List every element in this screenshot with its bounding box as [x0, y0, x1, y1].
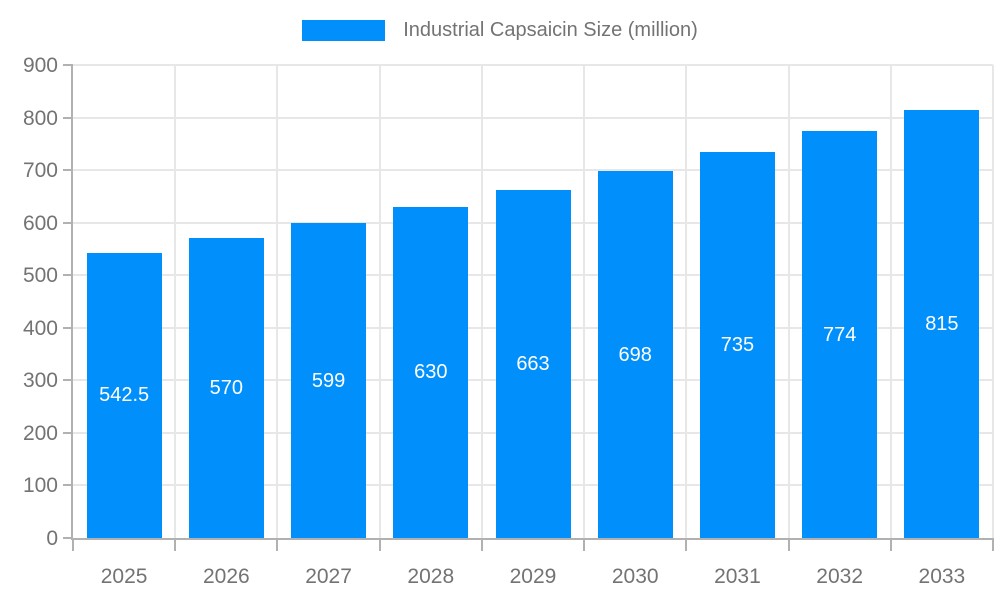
x-axis-tick — [480, 538, 483, 551]
x-axis-tick-label: 2027 — [305, 565, 352, 588]
y-axis-tick — [63, 169, 73, 172]
y-axis-tick-label: 400 — [22, 316, 58, 340]
bar-2032[interactable]: 774 — [802, 131, 878, 538]
gridline-vertical — [174, 65, 177, 538]
y-axis-tick — [63, 326, 73, 329]
y-axis-tick-label: 600 — [22, 211, 58, 235]
legend-label: Industrial Capsaicin Size (million) — [403, 19, 698, 41]
gridline-vertical — [378, 65, 381, 538]
gridline-horizontal — [73, 169, 993, 172]
x-axis-tick-label: 2029 — [509, 565, 557, 588]
y-axis-tick — [63, 537, 73, 539]
x-axis-tick-label: 2031 — [714, 565, 761, 588]
bar-value-label: 698 — [618, 343, 652, 366]
y-axis-tick — [63, 64, 73, 66]
bar-value-label: 735 — [720, 333, 755, 356]
bar-value-label: 570 — [209, 377, 244, 400]
bar-value-label: 599 — [311, 369, 346, 392]
bar-2031[interactable]: 735 — [699, 151, 775, 538]
bar-value-label: 663 — [516, 352, 550, 375]
bar-2026[interactable]: 570 — [188, 238, 264, 538]
y-axis-tick — [63, 116, 73, 119]
y-axis-tick — [63, 431, 73, 434]
y-axis-tick-label: 700 — [22, 159, 58, 183]
gridline-vertical — [276, 65, 279, 538]
y-axis-tick-label: 300 — [22, 369, 58, 393]
x-axis-tick-label: 2028 — [407, 565, 455, 588]
y-axis-tick-label: 100 — [22, 474, 58, 498]
bar-2033[interactable]: 815 — [904, 109, 980, 538]
legend[interactable]: Industrial Capsaicin Size (million) — [0, 18, 1000, 42]
x-axis-tick — [174, 538, 177, 551]
x-axis-tick — [889, 538, 892, 551]
y-axis-tick — [63, 379, 73, 382]
x-axis-tick-label: 2033 — [918, 565, 966, 588]
bar-value-label: 630 — [414, 361, 448, 384]
x-axis-tick — [72, 538, 74, 551]
y-axis-tick-label: 500 — [22, 264, 58, 288]
bar-value-label: 542.5 — [99, 384, 150, 407]
x-axis-tick — [685, 538, 688, 551]
x-axis-tick-label: 2026 — [202, 565, 250, 588]
y-axis-line — [71, 65, 73, 538]
gridline-vertical — [480, 65, 483, 538]
bar-2025[interactable]: 542.5 — [86, 252, 162, 538]
x-axis-line — [71, 538, 993, 540]
x-axis-tick-label: 2032 — [816, 565, 864, 588]
y-axis-tick-label: 0 — [46, 527, 58, 550]
bar-2028[interactable]: 630 — [393, 206, 469, 538]
x-axis-tick — [992, 538, 994, 551]
gridline-vertical — [583, 65, 586, 538]
x-axis-tick — [583, 538, 586, 551]
y-axis-tick-label: 800 — [22, 106, 58, 130]
x-axis-tick-label: 2025 — [100, 565, 148, 588]
gridline-vertical — [889, 65, 892, 538]
bar-2029[interactable]: 663 — [495, 189, 571, 538]
gridline-vertical — [992, 65, 994, 538]
bar-value-label: 815 — [925, 312, 959, 335]
y-axis-tick-label: 200 — [22, 421, 58, 445]
x-axis-tick-label: 2030 — [611, 565, 659, 588]
gridline-horizontal — [73, 64, 993, 66]
bar-value-label: 774 — [822, 323, 857, 346]
gridline-vertical — [685, 65, 688, 538]
x-axis-tick — [787, 538, 790, 551]
bar-2027[interactable]: 599 — [291, 223, 367, 538]
gridline-vertical — [787, 65, 790, 538]
gridline-horizontal — [73, 116, 993, 119]
bar-2030[interactable]: 698 — [597, 171, 673, 538]
y-axis-tick — [63, 484, 73, 487]
x-axis-tick — [378, 538, 381, 551]
legend-swatch — [302, 19, 386, 41]
x-axis-tick — [276, 538, 279, 551]
y-axis-tick-label: 900 — [22, 54, 58, 77]
y-axis-tick — [63, 274, 73, 277]
y-axis-tick — [63, 221, 73, 224]
